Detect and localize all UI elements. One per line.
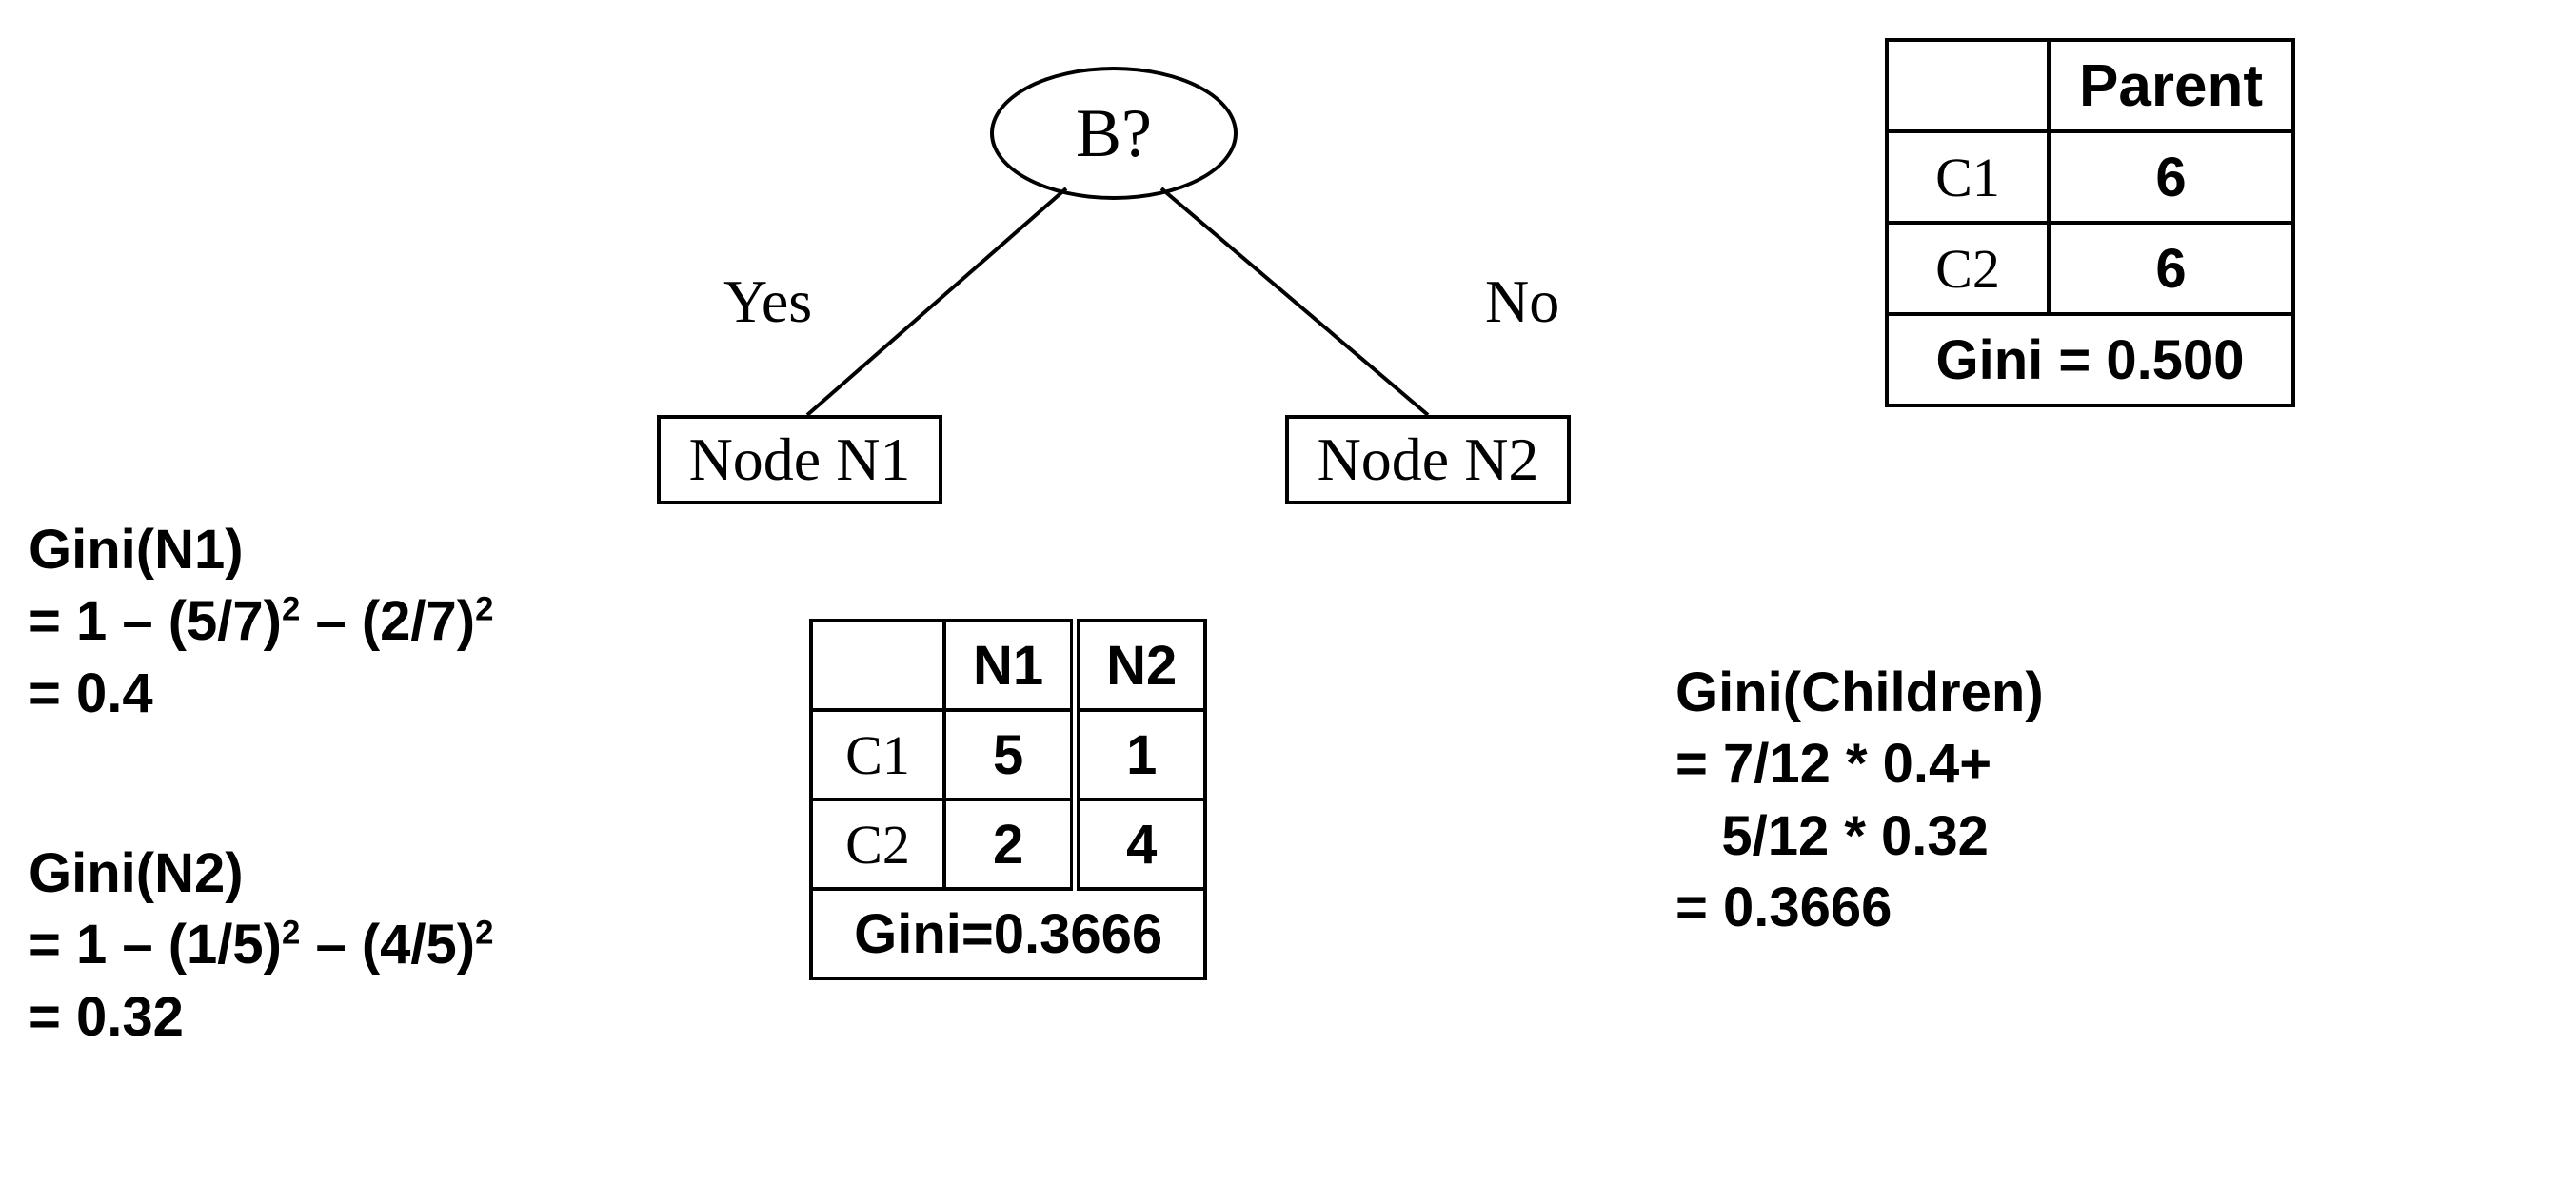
table-row: Parent [1887, 40, 2293, 131]
children-table: N1 N2 C1 5 1 C2 2 4 Gini=0.3666 [809, 619, 1207, 980]
sup-2: 2 [475, 915, 493, 952]
gini-n1-expr-mid: – (2/7) [300, 590, 475, 652]
cell-value: 6 [2049, 131, 2293, 223]
sup-2: 2 [475, 591, 493, 628]
leaf-node-n2: Node N2 [1285, 415, 1571, 504]
cell-value: 1 [1075, 710, 1205, 799]
sup-2: 2 [282, 915, 300, 952]
cell-value: 6 [2049, 223, 2293, 314]
table-row: C2 6 [1887, 223, 2293, 314]
gini-parent-row: Gini = 0.500 [1887, 314, 2293, 405]
leaf-node-n2-label: Node N2 [1318, 424, 1539, 495]
gini-n2-expr: = 1 – (1/5)2 – (4/5)2 [29, 909, 493, 980]
gini-children-block: Gini(Children) = 7/12 * 0.4+ 5/12 * 0.32… [1675, 657, 2044, 944]
gini-n1-result: = 0.4 [29, 658, 493, 729]
gini-n2-result: = 0.32 [29, 981, 493, 1053]
gini-children-line1: = 7/12 * 0.4+ [1675, 728, 2044, 799]
empty-header-cell [811, 621, 944, 710]
edge-yes [807, 188, 1066, 415]
branch-label-no: No [1485, 266, 1559, 337]
leaf-node-n1-label: Node N1 [689, 424, 911, 495]
gini-parent-text: Gini = 0.500 [1887, 314, 2293, 405]
cell-value: 2 [944, 799, 1075, 889]
gini-n2-title: Gini(N2) [29, 838, 493, 909]
gini-children-row: Gini=0.3666 [811, 889, 1205, 978]
cell-value: 5 [944, 710, 1075, 799]
gini-n1-expr-prefix: = 1 – (5/7) [29, 590, 282, 652]
col-header-n2: N2 [1075, 621, 1205, 710]
gini-n2-expr-mid: – (4/5) [300, 914, 475, 976]
sup-2: 2 [282, 591, 300, 628]
root-node-label: B? [1076, 94, 1152, 173]
gini-n1-expr: = 1 – (5/7)2 – (2/7)2 [29, 585, 493, 657]
table-row: N1 N2 [811, 621, 1205, 710]
table-row: C1 5 1 [811, 710, 1205, 799]
gini-n2-block: Gini(N2) = 1 – (1/5)2 – (4/5)2 = 0.32 [29, 838, 493, 1053]
parent-table: Parent C1 6 C2 6 Gini = 0.500 [1885, 38, 2295, 407]
parent-header-cell: Parent [2049, 40, 2293, 131]
gini-n1-title: Gini(N1) [29, 514, 493, 585]
row-label: C2 [1887, 223, 2049, 314]
table-row: C2 2 4 [811, 799, 1205, 889]
root-node: B? [990, 67, 1238, 200]
empty-header-cell [1887, 40, 2049, 131]
gini-children-title: Gini(Children) [1675, 657, 2044, 728]
gini-children-result: = 0.3666 [1675, 872, 2044, 943]
row-label: C2 [811, 799, 944, 889]
leaf-node-n1: Node N1 [657, 415, 942, 504]
row-label: C1 [1887, 131, 2049, 223]
cell-value: 4 [1075, 799, 1205, 889]
gini-n2-expr-prefix: = 1 – (1/5) [29, 914, 282, 976]
col-header-n1: N1 [944, 621, 1075, 710]
row-label: C1 [811, 710, 944, 799]
edge-no [1161, 188, 1428, 415]
gini-children-text: Gini=0.3666 [811, 889, 1205, 978]
branch-label-yes: Yes [723, 266, 812, 337]
gini-children-line2: 5/12 * 0.32 [1675, 800, 2044, 872]
table-row: C1 6 [1887, 131, 2293, 223]
gini-n1-block: Gini(N1) = 1 – (5/7)2 – (2/7)2 = 0.4 [29, 514, 493, 729]
